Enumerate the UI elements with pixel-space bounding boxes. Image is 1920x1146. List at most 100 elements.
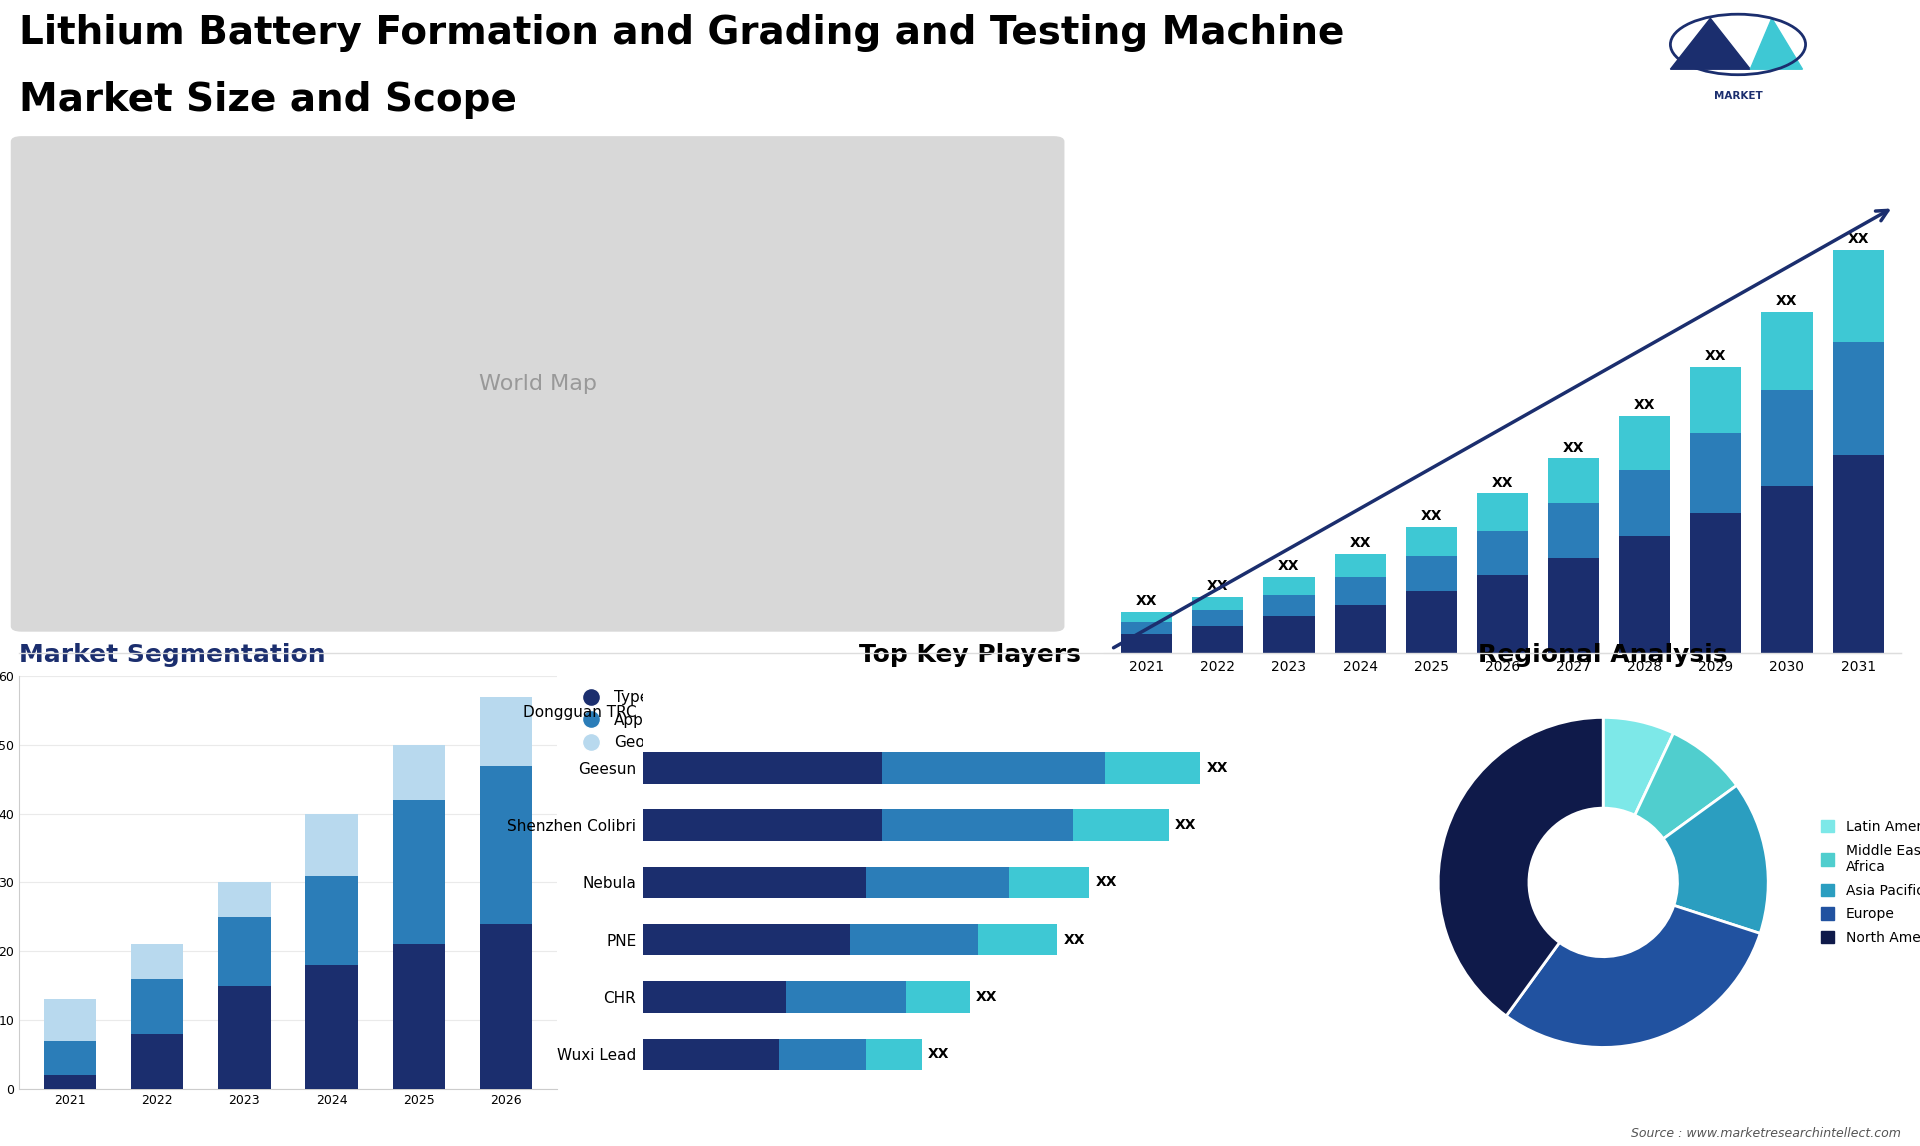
Bar [1263,578,1315,595]
Text: XX: XX [1175,818,1196,832]
Bar [906,981,970,1013]
Text: XX: XX [1776,295,1797,308]
Bar [1192,597,1244,611]
Bar [643,809,881,841]
Bar [1104,752,1200,784]
Bar [1832,455,1884,653]
Bar [1405,556,1457,591]
Wedge shape [1603,717,1674,815]
Bar [851,924,977,956]
Text: XX: XX [1208,579,1229,592]
Bar [305,876,357,965]
Bar [131,979,182,1034]
Bar [44,1041,96,1075]
Bar [1761,313,1812,391]
Bar [480,766,532,924]
Text: XX: XX [1634,398,1655,411]
Text: INTELLECT: INTELLECT [1707,129,1768,140]
Text: MARKET: MARKET [1715,92,1763,101]
Bar [1121,622,1173,634]
Bar [1121,634,1173,653]
FancyBboxPatch shape [12,136,1064,631]
Bar [643,1038,778,1070]
Title: Top Key Players: Top Key Players [858,643,1081,667]
Bar [1476,531,1528,575]
Bar [1619,470,1670,536]
Text: XX: XX [975,990,998,1004]
Bar [881,809,1073,841]
Text: XX: XX [1350,536,1371,550]
Text: RESEARCH: RESEARCH [1707,110,1768,120]
Bar [778,1038,866,1070]
Bar [1476,494,1528,531]
Text: Market Segmentation: Market Segmentation [19,643,326,667]
Bar [787,981,906,1013]
Bar [643,752,881,784]
Bar [643,981,787,1013]
Bar [1192,611,1244,626]
Text: XX: XX [1064,933,1085,947]
Wedge shape [1505,905,1761,1047]
Text: Market Size and Scope: Market Size and Scope [19,81,516,119]
Bar [1073,809,1169,841]
Bar [1476,575,1528,653]
Bar [44,1075,96,1089]
Bar [1690,513,1741,653]
Title: Regional Analysis: Regional Analysis [1478,643,1728,667]
Bar [131,1034,182,1089]
Bar [1761,391,1812,486]
Bar [1690,433,1741,513]
Text: XX: XX [1563,440,1584,455]
Bar [1263,617,1315,653]
Bar [866,1038,922,1070]
Bar [1619,536,1670,653]
Text: World Map: World Map [478,374,597,394]
Bar [219,986,271,1089]
Bar [1548,558,1599,653]
Bar [1010,866,1089,898]
Wedge shape [1663,785,1768,933]
Bar [866,866,1010,898]
Bar [305,965,357,1089]
Text: XX: XX [1847,233,1868,246]
Bar [394,745,445,800]
Bar [480,924,532,1089]
Bar [131,944,182,979]
Bar [1548,458,1599,503]
Text: Lithium Battery Formation and Grading and Testing Machine: Lithium Battery Formation and Grading an… [19,14,1344,52]
Bar [394,800,445,944]
Text: XX: XX [1208,761,1229,775]
Bar [394,944,445,1089]
Bar [1405,591,1457,653]
Bar [881,752,1104,784]
Bar [643,924,851,956]
Bar [1192,626,1244,653]
Text: XX: XX [1421,509,1442,523]
Bar [1334,605,1386,653]
Bar [1619,416,1670,470]
Legend: Latin America, Middle East &
Africa, Asia Pacific, Europe, North America: Latin America, Middle East & Africa, Asi… [1816,816,1920,949]
Bar [1832,250,1884,342]
Text: XX: XX [1705,350,1726,363]
Text: Source : www.marketresearchintellect.com: Source : www.marketresearchintellect.com [1630,1128,1901,1140]
Bar [305,814,357,876]
Bar [1548,503,1599,558]
Text: XX: XX [927,1047,950,1061]
Text: XX: XX [1492,476,1513,489]
Bar [1832,342,1884,455]
Polygon shape [1670,18,1751,69]
Legend: Type, Application, Geography: Type, Application, Geography [570,684,707,756]
Bar [1121,612,1173,622]
Text: XX: XX [1137,595,1158,609]
Bar [643,866,866,898]
Bar [219,917,271,986]
Text: XX: XX [1279,559,1300,573]
Bar [1690,367,1741,433]
Polygon shape [1751,18,1803,69]
Wedge shape [1634,733,1738,839]
Bar [480,697,532,766]
Bar [1334,578,1386,605]
Bar [219,882,271,917]
Bar [1263,595,1315,617]
Bar [1405,527,1457,556]
